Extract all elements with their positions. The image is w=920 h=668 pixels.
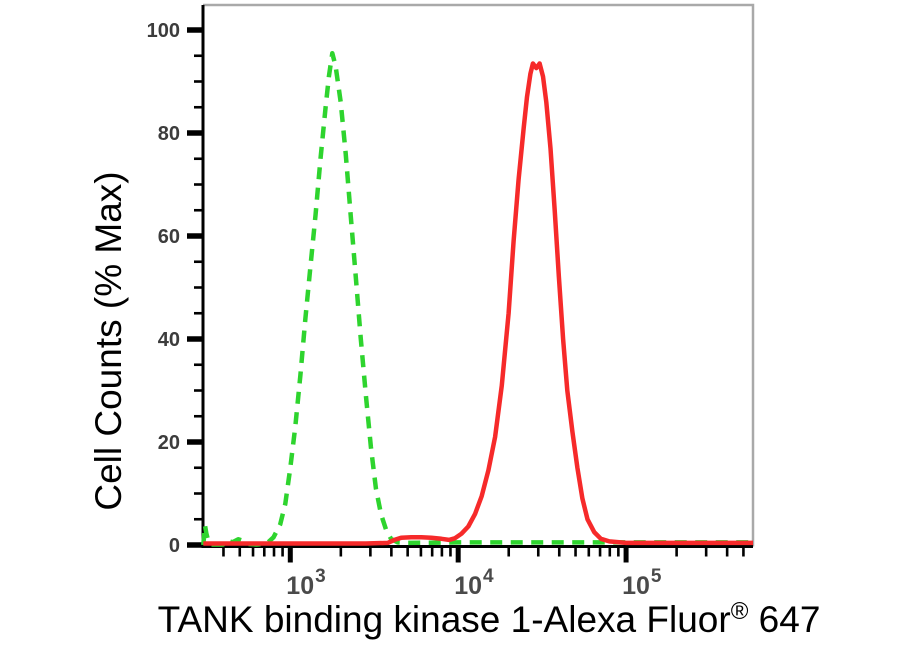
y-tick-label: 0 [169, 535, 180, 557]
x-axis-title: TANK binding kinase 1-Alexa Fluor® 647 [157, 598, 821, 641]
y-axis-title-text: Cell Counts (% Max) [88, 171, 129, 511]
plot-frame [203, 3, 755, 547]
y-tick-label: 80 [158, 123, 180, 145]
registered-trademark-symbol: ® [730, 598, 749, 625]
series-negative-control-curve [201, 50, 753, 547]
y-axis-title: Cell Counts (% Max) [88, 171, 130, 510]
x-tick-label: 105 [622, 566, 662, 600]
y-tick-label: 60 [158, 226, 180, 248]
x-axis-title-number: 647 [748, 599, 821, 640]
series-tbk1-stained-curve [203, 61, 753, 546]
y-tick-label: 100 [147, 20, 180, 42]
x-tick-label: 103 [286, 566, 325, 600]
x-axis-title-text: TANK binding kinase 1-Alexa Fluor [157, 599, 731, 640]
y-tick-label: 20 [158, 432, 180, 454]
y-tick-label: 40 [158, 329, 180, 351]
x-tick-label: 104 [454, 566, 494, 600]
